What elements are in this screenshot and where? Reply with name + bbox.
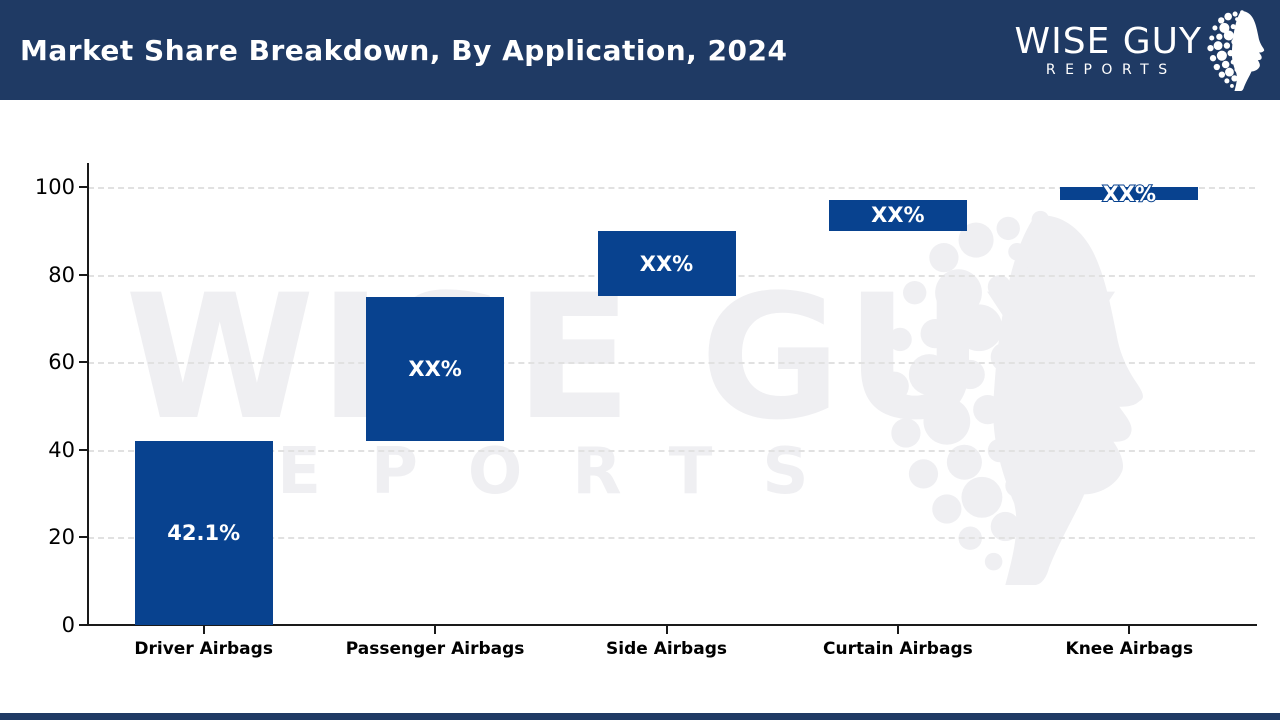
bar-segment (366, 296, 505, 441)
header: Market Share Breakdown, By Application, … (0, 0, 1280, 100)
y-tick-label: 100 (34, 175, 75, 199)
x-tick-mark (1128, 626, 1131, 634)
y-tick-mark (79, 536, 87, 539)
bar-value-label: XX% (639, 251, 694, 276)
x-tick-label: Side Airbags (606, 639, 727, 659)
bar-value-label: 42.1% (167, 520, 241, 545)
y-tick-mark (79, 624, 87, 626)
logo-face-icon (1207, 10, 1265, 91)
x-tick-mark (202, 626, 205, 634)
logo-wordmark: WISE GUY (1014, 20, 1202, 62)
bar-segment (597, 230, 736, 297)
x-tick-mark (434, 626, 437, 634)
bar-segment (1060, 187, 1199, 201)
watermark-face-icon (879, 210, 1143, 585)
x-tick-label: Curtain Airbags (823, 639, 973, 659)
gridline (88, 187, 1255, 189)
x-tick-label: Knee Airbags (1065, 639, 1194, 659)
x-tick-label: Driver Airbags (134, 639, 273, 659)
y-axis (87, 163, 89, 626)
x-tick-mark (665, 626, 668, 634)
wiseguy-logo: WISE GUY REPORTS (1015, 8, 1271, 92)
bar-segment (828, 200, 967, 231)
y-tick-mark (79, 361, 87, 364)
bar-segment (134, 440, 273, 625)
bar-value-label: XX% (408, 356, 462, 381)
bar-value-label: XX% (1102, 181, 1157, 207)
logo-subtitle: REPORTS (1045, 61, 1177, 78)
logo-text: WISE GUY REPORTS (1014, 20, 1203, 78)
gridline (88, 537, 1255, 540)
y-tick-label: 0 (61, 613, 75, 637)
y-tick-label: 40 (48, 437, 75, 462)
x-axis (87, 624, 1257, 626)
page-title: Market Share Breakdown, By Application, … (20, 33, 788, 67)
y-tick-mark (79, 186, 87, 188)
bar-value-label: XX% (871, 203, 925, 228)
gridline (88, 362, 1255, 365)
gridline (88, 449, 1255, 452)
y-tick-label: 80 (48, 262, 75, 287)
y-tick-mark (79, 448, 87, 451)
y-tick-label: 20 (48, 525, 75, 550)
y-tick-label: 60 (48, 350, 75, 375)
y-tick-mark (79, 273, 87, 276)
x-tick-mark (896, 626, 899, 634)
x-tick-label: Passenger Airbags (345, 639, 525, 659)
footer-bar (0, 713, 1280, 720)
